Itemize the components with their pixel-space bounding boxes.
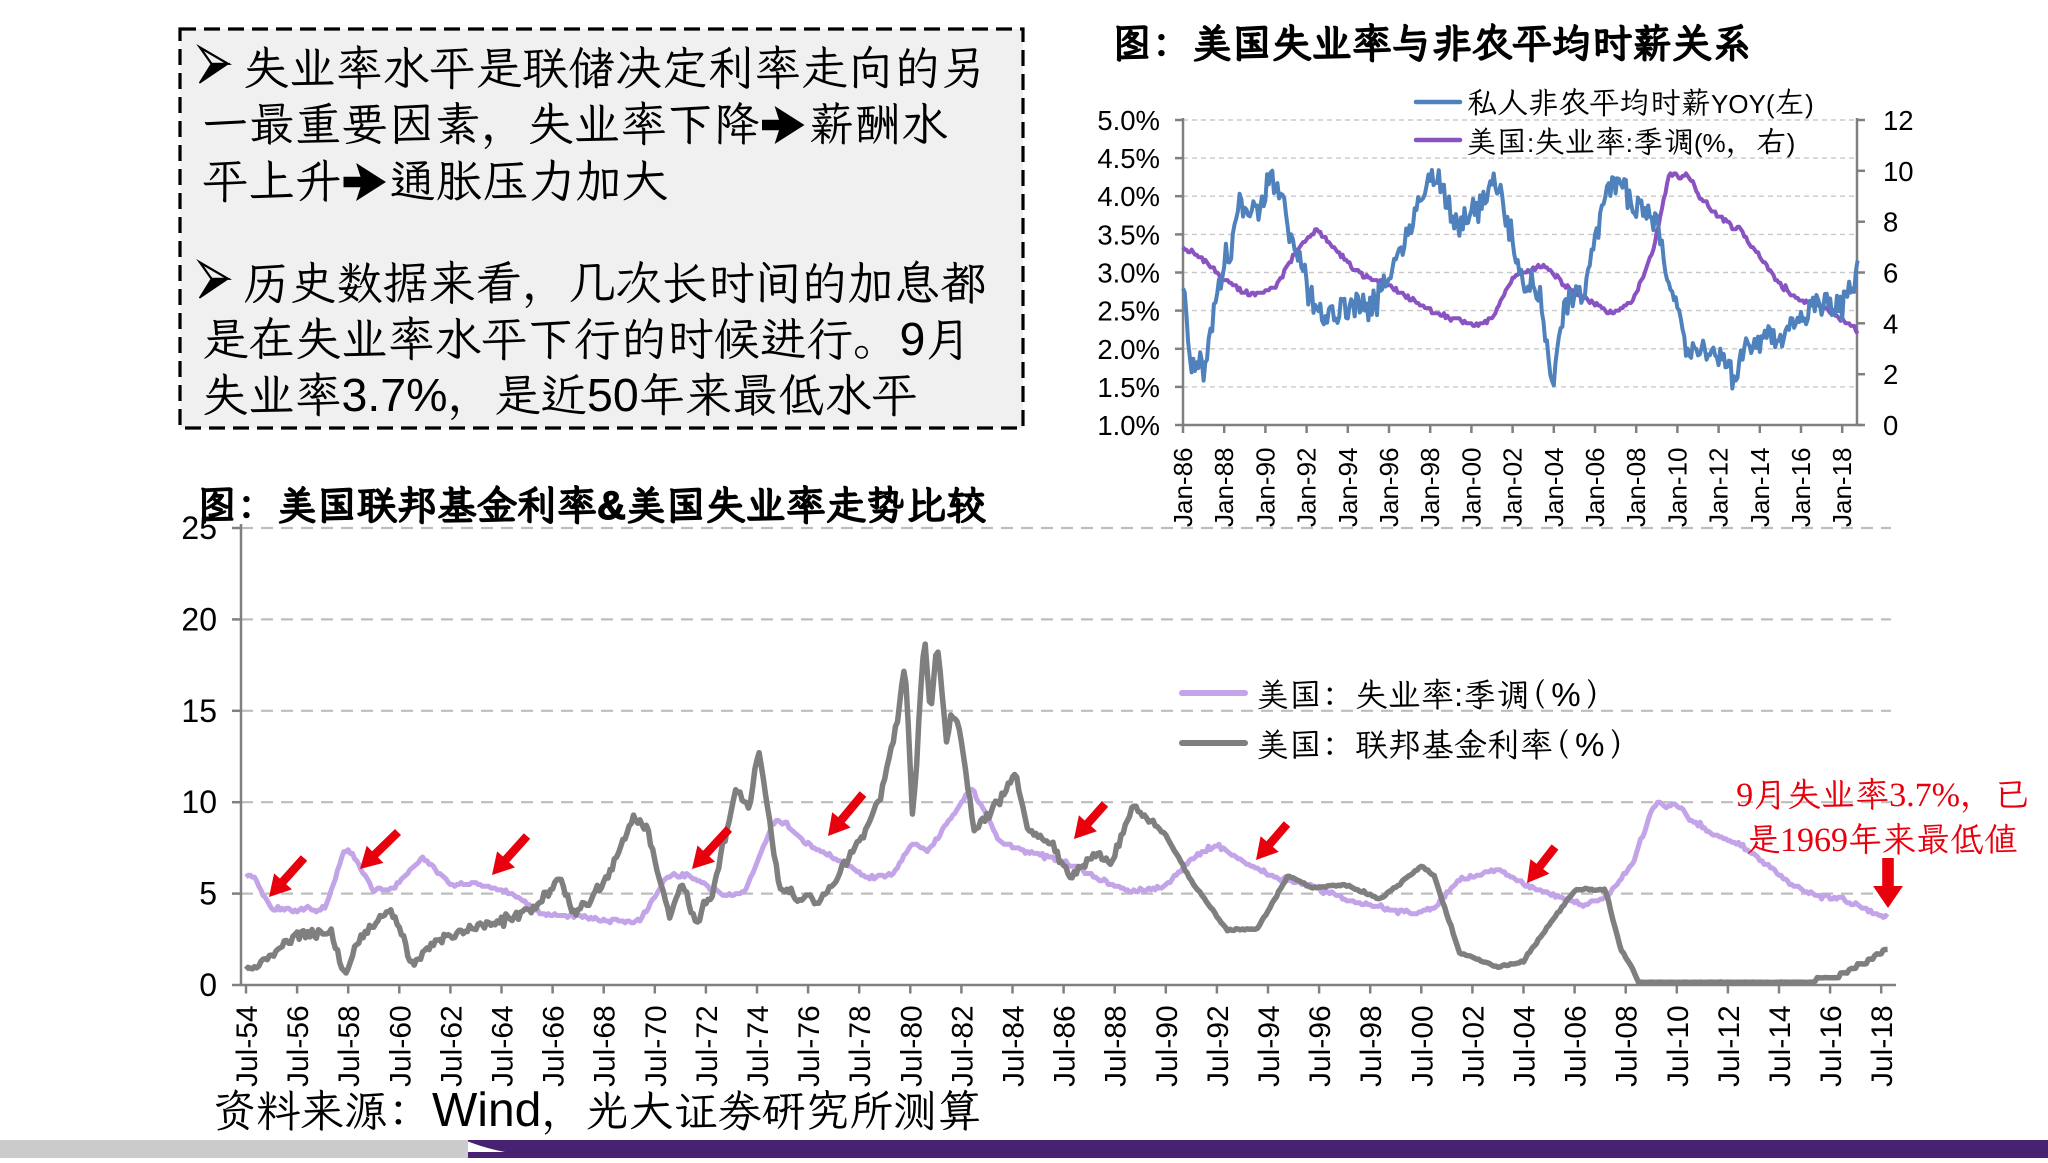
svg-text:Jul-84: Jul-84 bbox=[998, 1005, 1031, 1087]
svg-text:Jul-90: Jul-90 bbox=[1151, 1005, 1184, 1087]
svg-text:Jan-86: Jan-86 bbox=[1168, 448, 1198, 528]
svg-text:Jul-12: Jul-12 bbox=[1713, 1005, 1746, 1087]
svg-text:Jul-68: Jul-68 bbox=[589, 1005, 622, 1087]
svg-text:6: 6 bbox=[1883, 258, 1898, 289]
svg-text:1.0%: 1.0% bbox=[1097, 410, 1160, 441]
svg-text:Jan-92: Jan-92 bbox=[1292, 448, 1322, 528]
svg-text:Jan-04: Jan-04 bbox=[1539, 448, 1569, 528]
svg-text:2.0%: 2.0% bbox=[1097, 334, 1160, 365]
svg-text:4.0%: 4.0% bbox=[1097, 181, 1160, 212]
svg-text:Jul-86: Jul-86 bbox=[1049, 1005, 1082, 1087]
svg-text:Jul-82: Jul-82 bbox=[946, 1005, 979, 1087]
svg-text:Jan-94: Jan-94 bbox=[1333, 448, 1363, 528]
svg-text:Jul-98: Jul-98 bbox=[1355, 1005, 1388, 1087]
svg-text:12: 12 bbox=[1883, 105, 1914, 136]
svg-text:10: 10 bbox=[1883, 156, 1914, 187]
svg-text:3.0%: 3.0% bbox=[1097, 258, 1160, 289]
svg-text:Jul-60: Jul-60 bbox=[384, 1005, 417, 1087]
svg-text:Jul-54: Jul-54 bbox=[231, 1005, 264, 1087]
svg-text:2: 2 bbox=[1883, 359, 1898, 390]
svg-text:Jan-16: Jan-16 bbox=[1786, 448, 1816, 528]
svg-text:Jan-88: Jan-88 bbox=[1209, 448, 1239, 528]
svg-text:4.5%: 4.5% bbox=[1097, 143, 1160, 174]
svg-text:Jan-08: Jan-08 bbox=[1621, 448, 1651, 528]
svg-text:0: 0 bbox=[1883, 410, 1898, 441]
svg-text:Jul-72: Jul-72 bbox=[691, 1005, 724, 1087]
svg-text:Jul-08: Jul-08 bbox=[1611, 1005, 1644, 1087]
svg-text:Jan-14: Jan-14 bbox=[1745, 448, 1775, 528]
svg-text:3.5%: 3.5% bbox=[1097, 219, 1160, 250]
svg-text:Jan-96: Jan-96 bbox=[1374, 448, 1404, 528]
svg-text:Jul-74: Jul-74 bbox=[742, 1005, 775, 1087]
svg-text:2.5%: 2.5% bbox=[1097, 296, 1160, 327]
svg-text:8: 8 bbox=[1883, 207, 1898, 238]
svg-text:Jul-92: Jul-92 bbox=[1202, 1005, 1235, 1087]
svg-text:4: 4 bbox=[1883, 308, 1898, 339]
svg-text:Jul-94: Jul-94 bbox=[1253, 1005, 1286, 1087]
svg-text:Jul-00: Jul-00 bbox=[1406, 1005, 1439, 1087]
svg-text:Jan-90: Jan-90 bbox=[1250, 448, 1280, 528]
svg-text:Jul-64: Jul-64 bbox=[487, 1005, 520, 1087]
svg-text:5.0%: 5.0% bbox=[1097, 105, 1160, 136]
svg-text:Jan-12: Jan-12 bbox=[1704, 448, 1734, 528]
svg-text:Jan-18: Jan-18 bbox=[1827, 448, 1857, 528]
svg-text:Jul-10: Jul-10 bbox=[1662, 1005, 1695, 1087]
svg-text:5: 5 bbox=[199, 876, 217, 912]
svg-text:Jul-88: Jul-88 bbox=[1100, 1005, 1133, 1087]
svg-text:Jul-14: Jul-14 bbox=[1764, 1005, 1797, 1087]
svg-text:15: 15 bbox=[181, 693, 217, 729]
svg-text:Jul-76: Jul-76 bbox=[793, 1005, 826, 1087]
svg-text:10: 10 bbox=[181, 784, 217, 820]
svg-text:Jul-18: Jul-18 bbox=[1866, 1005, 1899, 1087]
svg-text:25: 25 bbox=[181, 510, 217, 546]
svg-text:Jul-56: Jul-56 bbox=[282, 1005, 315, 1087]
svg-text:Jan-06: Jan-06 bbox=[1580, 448, 1610, 528]
svg-text:Jul-70: Jul-70 bbox=[640, 1005, 673, 1087]
svg-text:Jul-62: Jul-62 bbox=[435, 1005, 468, 1087]
svg-text:Jul-02: Jul-02 bbox=[1457, 1005, 1490, 1087]
svg-text:20: 20 bbox=[181, 601, 217, 637]
svg-text:Jul-96: Jul-96 bbox=[1304, 1005, 1337, 1087]
svg-text:Jan-02: Jan-02 bbox=[1498, 448, 1528, 528]
svg-text:Jan-98: Jan-98 bbox=[1415, 448, 1445, 528]
svg-text:Jul-04: Jul-04 bbox=[1509, 1005, 1542, 1087]
svg-text:Jul-16: Jul-16 bbox=[1815, 1005, 1848, 1087]
svg-text:0: 0 bbox=[199, 967, 217, 1003]
svg-text:Jan-10: Jan-10 bbox=[1662, 448, 1692, 528]
svg-text:Jan-00: Jan-00 bbox=[1456, 448, 1486, 528]
svg-text:1.5%: 1.5% bbox=[1097, 372, 1160, 403]
svg-text:Jul-66: Jul-66 bbox=[538, 1005, 571, 1087]
svg-text:Jul-78: Jul-78 bbox=[844, 1005, 877, 1087]
svg-text:Jul-80: Jul-80 bbox=[895, 1005, 928, 1087]
svg-text:Jul-58: Jul-58 bbox=[333, 1005, 366, 1087]
svg-text:Jul-06: Jul-06 bbox=[1560, 1005, 1593, 1087]
